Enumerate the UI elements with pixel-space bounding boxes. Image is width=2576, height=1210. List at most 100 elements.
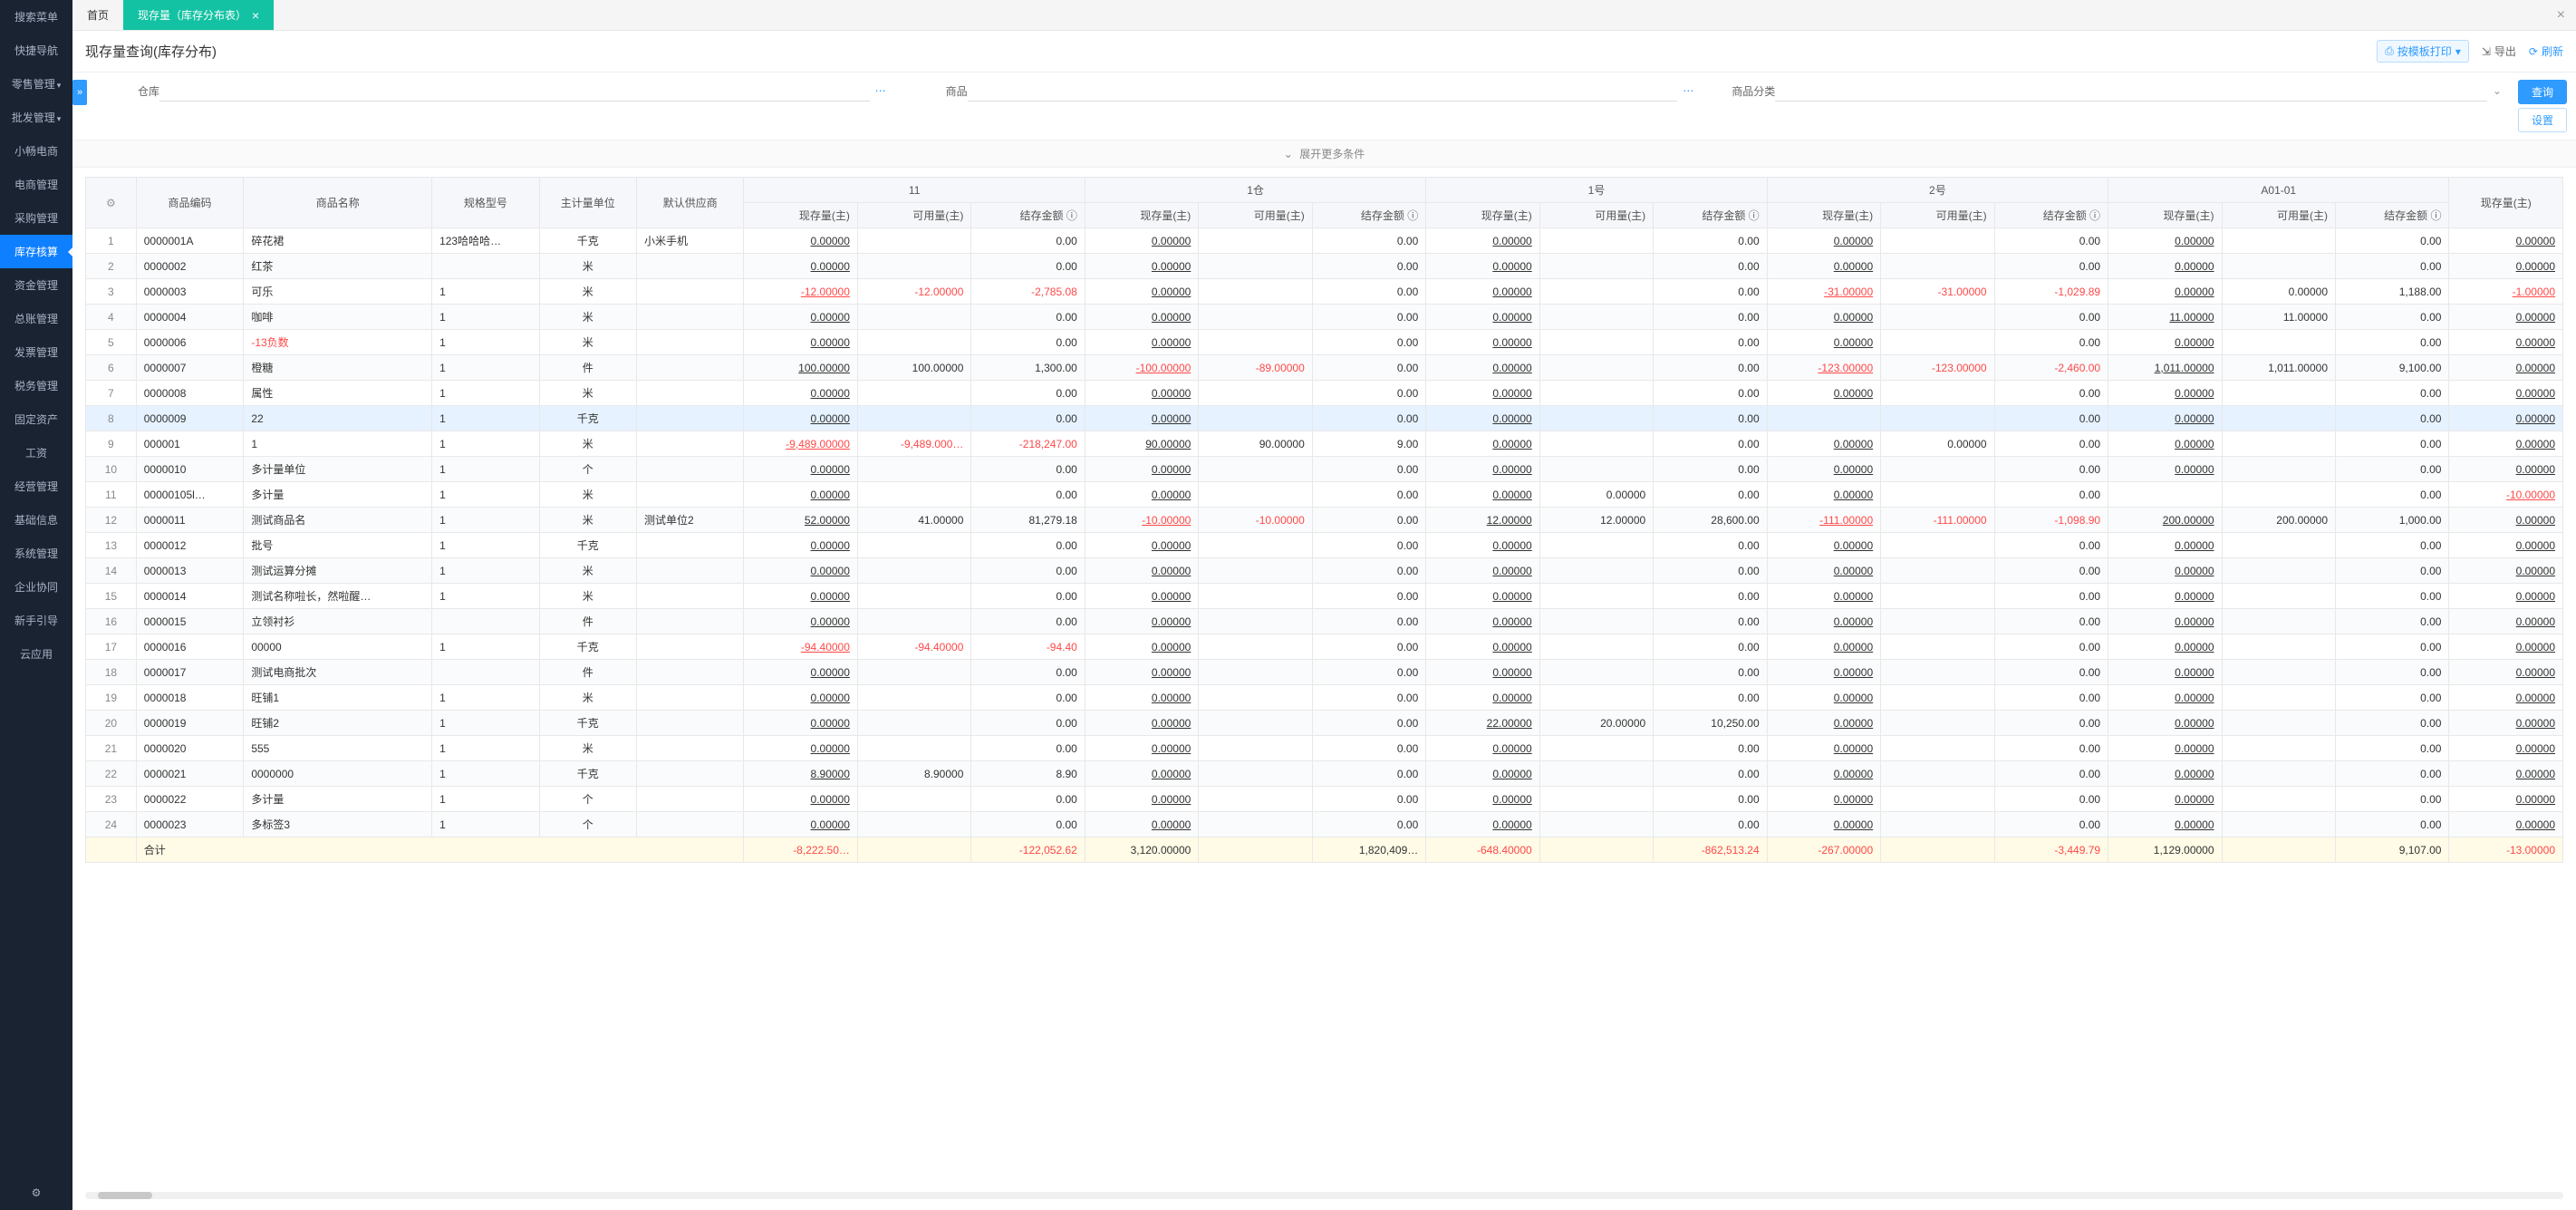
- table-cell[interactable]: 0.00000: [2449, 457, 2563, 482]
- table-cell[interactable]: 0.00000: [1767, 812, 1880, 837]
- table-cell[interactable]: 0.00000: [1767, 482, 1880, 508]
- sidebar-item[interactable]: 库存核算: [0, 235, 72, 268]
- table-cell[interactable]: 0.00000: [2108, 736, 2222, 761]
- table-cell[interactable]: 0.00000: [1767, 431, 1880, 457]
- table-cell[interactable]: 0.00000: [1426, 609, 1539, 634]
- expand-more-filters-button[interactable]: ⌄ 展开更多条件: [72, 140, 2576, 168]
- table-row[interactable]: 100000010多计量单位1个0.000000.000.000000.000.…: [86, 457, 2563, 482]
- table-cell[interactable]: 0.00000: [744, 558, 857, 584]
- table-cell[interactable]: 0.00000: [1426, 381, 1539, 406]
- sidebar-item[interactable]: 工资: [0, 436, 72, 469]
- table-cell[interactable]: 0.00000: [1426, 254, 1539, 279]
- column-header[interactable]: 结存金额 ⓘ: [1654, 203, 1767, 228]
- table-cell[interactable]: 0.00000: [2108, 584, 2222, 609]
- table-cell[interactable]: 0.00000: [1426, 355, 1539, 381]
- table-cell[interactable]: 0.00000: [1426, 457, 1539, 482]
- table-row[interactable]: 10000001A碎花裙123哈哈哈…千克小米手机0.000000.000.00…: [86, 228, 2563, 254]
- table-cell[interactable]: 0.00000: [744, 685, 857, 711]
- table-cell[interactable]: 0.00000: [2108, 381, 2222, 406]
- sidebar-item[interactable]: 新手引导: [0, 604, 72, 637]
- table-cell[interactable]: 0.00000: [744, 660, 857, 685]
- table-scroll-area[interactable]: ⚙商品编码商品名称规格型号主计量单位默认供应商111仓1号2号A01-01现存量…: [72, 168, 2576, 1186]
- table-cell[interactable]: 0.00000: [2449, 533, 2563, 558]
- table-cell[interactable]: 0.00000: [1426, 431, 1539, 457]
- table-cell[interactable]: -10.00000: [2449, 482, 2563, 508]
- table-cell[interactable]: -94.40000: [744, 634, 857, 660]
- column-header[interactable]: 1号: [1426, 178, 1767, 203]
- table-cell[interactable]: 0.00000: [1085, 457, 1198, 482]
- table-cell[interactable]: 0.00000: [2449, 558, 2563, 584]
- table-cell[interactable]: 0.00000: [1767, 558, 1880, 584]
- table-cell[interactable]: 0.00000: [2449, 634, 2563, 660]
- table-row[interactable]: 20000002红茶米0.000000.000.000000.000.00000…: [86, 254, 2563, 279]
- table-cell[interactable]: 0.00000: [744, 609, 857, 634]
- table-cell[interactable]: 0.00000: [1426, 634, 1539, 660]
- table-row[interactable]: 70000008属性1米0.000000.000.000000.000.0000…: [86, 381, 2563, 406]
- column-header[interactable]: 可用量(主): [857, 203, 970, 228]
- table-cell[interactable]: 0.00000: [2449, 228, 2563, 254]
- table-cell[interactable]: 0.00000: [1426, 736, 1539, 761]
- table-cell[interactable]: 0.00000: [1085, 330, 1198, 355]
- column-header[interactable]: 可用量(主): [1881, 203, 1994, 228]
- column-header[interactable]: 2号: [1767, 178, 2108, 203]
- table-cell[interactable]: [2108, 482, 2222, 508]
- sidebar-item[interactable]: 经营管理: [0, 469, 72, 503]
- table-cell[interactable]: 0.00000: [1767, 381, 1880, 406]
- column-header[interactable]: ⚙: [86, 178, 137, 228]
- table-cell[interactable]: 0.00000: [1085, 305, 1198, 330]
- table-cell[interactable]: 0.00000: [1426, 279, 1539, 305]
- table-cell[interactable]: 0.00000: [2108, 279, 2222, 305]
- column-header[interactable]: 结存金额 ⓘ: [1312, 203, 1425, 228]
- table-cell[interactable]: 0.00000: [1767, 736, 1880, 761]
- sidebar-item[interactable]: 采购管理: [0, 201, 72, 235]
- table-cell[interactable]: 0.00000: [1085, 685, 1198, 711]
- table-cell[interactable]: 11.00000: [2108, 305, 2222, 330]
- table-cell[interactable]: -10.00000: [1085, 508, 1198, 533]
- table-cell[interactable]: 0.00000: [1085, 812, 1198, 837]
- table-cell[interactable]: [1767, 406, 1880, 431]
- column-header[interactable]: 1仓: [1085, 178, 1425, 203]
- table-cell[interactable]: 0.00000: [1426, 533, 1539, 558]
- table-cell[interactable]: 0.00000: [2108, 228, 2222, 254]
- table-cell[interactable]: 0.00000: [2108, 761, 2222, 787]
- table-cell[interactable]: 0.00000: [1085, 736, 1198, 761]
- table-cell[interactable]: 22.00000: [1426, 711, 1539, 736]
- table-cell[interactable]: 0.00000: [1426, 330, 1539, 355]
- column-header[interactable]: 商品名称: [244, 178, 432, 228]
- table-cell[interactable]: 0.00000: [2108, 406, 2222, 431]
- table-cell[interactable]: 52.00000: [744, 508, 857, 533]
- column-header[interactable]: 现存量(主): [1085, 203, 1198, 228]
- table-cell[interactable]: 0.00000: [1767, 228, 1880, 254]
- table-row[interactable]: 900000111米-9,489.00000-9,489.000…-218,24…: [86, 431, 2563, 457]
- table-cell[interactable]: 0.00000: [1085, 584, 1198, 609]
- table-cell[interactable]: 0.00000: [2108, 711, 2222, 736]
- product-more-icon[interactable]: ⋯: [1677, 84, 1699, 97]
- table-cell[interactable]: 0.00000: [2449, 812, 2563, 837]
- table-cell[interactable]: 0.00000: [2449, 685, 2563, 711]
- sidebar-item[interactable]: 批发管理▾: [0, 101, 72, 134]
- settings-gear-icon[interactable]: ⚙: [0, 1176, 72, 1210]
- table-cell[interactable]: -31.00000: [1767, 279, 1880, 305]
- table-cell[interactable]: 0.00000: [2108, 787, 2222, 812]
- column-header[interactable]: 结存金额 ⓘ: [1994, 203, 2108, 228]
- warehouse-more-icon[interactable]: ⋯: [870, 84, 892, 97]
- table-row[interactable]: 200000019旺铺21千克0.000000.000.000000.0022.…: [86, 711, 2563, 736]
- table-cell[interactable]: 0.00000: [1767, 634, 1880, 660]
- table-row[interactable]: 190000018旺铺11米0.000000.000.000000.000.00…: [86, 685, 2563, 711]
- table-cell[interactable]: 0.00000: [2449, 761, 2563, 787]
- table-cell[interactable]: 0.00000: [1085, 787, 1198, 812]
- table-cell[interactable]: -100.00000: [1085, 355, 1198, 381]
- warehouse-filter-input[interactable]: [159, 80, 870, 102]
- table-cell[interactable]: 0.00000: [1767, 609, 1880, 634]
- table-row[interactable]: 1100000105l…多计量1米0.000000.000.000000.000…: [86, 482, 2563, 508]
- tab[interactable]: 现存量（库存分布表）×: [123, 0, 274, 30]
- table-cell[interactable]: 0.00000: [1085, 482, 1198, 508]
- column-header[interactable]: 可用量(主): [2222, 203, 2335, 228]
- table-cell[interactable]: 0.00000: [1767, 457, 1880, 482]
- sidebar-item[interactable]: 搜索菜单: [0, 0, 72, 34]
- sidebar-item[interactable]: 发票管理: [0, 335, 72, 369]
- table-cell[interactable]: 0.00000: [1767, 330, 1880, 355]
- table-cell[interactable]: -9,489.00000: [744, 431, 857, 457]
- collapse-filters-button[interactable]: »: [72, 80, 87, 105]
- scrollbar-thumb[interactable]: [98, 1192, 152, 1199]
